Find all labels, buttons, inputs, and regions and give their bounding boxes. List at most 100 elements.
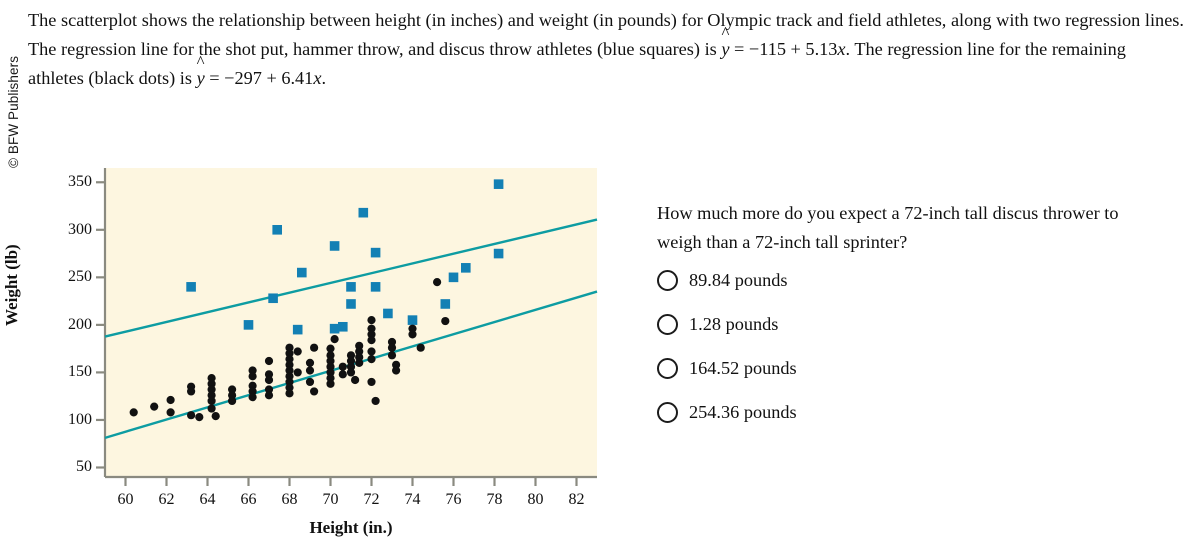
data-point-dot — [367, 316, 376, 325]
data-point-square — [292, 324, 303, 335]
data-point-dot — [293, 368, 302, 377]
data-point-dot — [367, 335, 376, 345]
x-axis-tick-label: 78 — [486, 491, 503, 508]
answer-choice-label: 164.52 pounds — [689, 358, 797, 378]
data-point-square — [338, 321, 348, 332]
data-point-dot — [310, 387, 319, 396]
data-point-square — [407, 315, 418, 325]
data-point-dot — [355, 358, 364, 368]
y-axis-tick-label: 200 — [68, 315, 92, 333]
data-point-dot — [248, 372, 257, 381]
data-point-dot — [338, 362, 347, 371]
data-point-dot — [285, 355, 294, 364]
data-point-dot — [264, 370, 274, 379]
data-point-square — [346, 282, 356, 292]
x-axis-tick-label: 82 — [568, 491, 585, 508]
data-point-square — [493, 248, 504, 259]
data-point-dot — [326, 351, 335, 360]
y-axis-tick-label: 50 — [76, 458, 92, 476]
data-point-square — [243, 320, 254, 330]
data-point-dot — [387, 343, 397, 352]
data-point-square — [448, 272, 459, 283]
data-point-dot — [129, 408, 138, 417]
data-point-dot — [355, 341, 364, 350]
data-point-dot — [326, 356, 335, 366]
x-axis-tick-label: 60 — [117, 491, 134, 508]
data-point-dot — [166, 408, 175, 417]
data-point-dot — [228, 385, 237, 394]
data-point-dot — [387, 351, 397, 360]
data-point-dot — [207, 374, 216, 383]
y-axis-tick-label: 300 — [68, 220, 92, 238]
data-point-dot — [392, 366, 401, 375]
y-axis-tick-label: 150 — [68, 363, 92, 381]
x-axis-tick-label: 72 — [363, 491, 380, 508]
y-hat-accent-1: ^ — [721, 22, 730, 42]
data-point-dot — [285, 383, 294, 392]
regression-equation-1-x: x — [837, 39, 846, 59]
data-point-square — [370, 282, 381, 292]
data-point-dot — [285, 389, 294, 398]
y-axis-tick-label: 350 — [68, 173, 92, 191]
data-point-dot — [392, 360, 401, 369]
data-point-dot — [367, 330, 376, 339]
data-point-dot — [150, 402, 159, 411]
data-point-dot — [326, 374, 335, 383]
answer-choice-1[interactable]: 89.84 pounds — [657, 266, 1177, 294]
data-point-dot — [305, 366, 315, 375]
answer-choice-list: 89.84 pounds 1.28 pounds 164.52 pounds 254.… — [657, 266, 1177, 426]
data-point-dot — [228, 396, 237, 406]
data-point-dot — [285, 343, 294, 352]
answer-choice-label: 1.28 pounds — [689, 314, 779, 334]
data-point-dot — [351, 375, 360, 385]
x-axis-title: Height (in.) — [309, 518, 393, 537]
answer-choice-3[interactable]: 164.52 pounds — [657, 354, 1177, 382]
prompt-text-part-3: . — [321, 68, 327, 88]
regression-equation-2-x: x — [313, 68, 322, 88]
data-point-square — [493, 179, 504, 189]
data-point-dot — [371, 396, 380, 406]
answer-choice-4[interactable]: 254.36 pounds — [657, 398, 1177, 426]
y-axis-tick-label: 100 — [68, 410, 92, 428]
question-text: How much more do you expect a 72-inch ta… — [657, 203, 1119, 252]
radio-button-icon[interactable] — [657, 357, 678, 379]
data-point-dot — [264, 356, 274, 366]
answer-choice-label: 89.84 pounds — [689, 270, 788, 290]
answer-choice-label: 254.36 pounds — [689, 402, 797, 422]
answer-choice-2[interactable]: 1.28 pounds — [657, 310, 1177, 338]
data-point-dot — [305, 377, 315, 387]
data-point-dot — [207, 404, 216, 413]
data-point-dot — [408, 330, 417, 339]
data-point-dot — [264, 391, 274, 400]
plot-axes — [96, 168, 597, 486]
data-point-dot — [293, 347, 302, 356]
data-point-dot — [285, 377, 294, 387]
data-point-square — [370, 247, 381, 258]
data-point-dot — [416, 343, 425, 352]
data-point-dot — [346, 356, 356, 366]
data-point-square — [358, 207, 369, 218]
radio-button-icon[interactable] — [657, 269, 678, 291]
data-point-dot — [264, 385, 274, 394]
data-point-dot — [367, 347, 376, 356]
data-point-dot — [326, 379, 335, 388]
prompt-text-part-1: The scatterplot shows the relationship b… — [28, 10, 1184, 59]
y-axis-title-label: Weight (lb) — [2, 244, 21, 326]
data-point-square — [346, 299, 356, 309]
data-point-square — [297, 267, 307, 278]
data-point-dot — [346, 368, 356, 377]
data-point-dot — [346, 362, 356, 371]
data-point-dot — [367, 355, 376, 364]
x-axis-tick-label: 68 — [281, 491, 298, 508]
regression-equation-1-body: = −115 + 5.13 — [729, 39, 838, 59]
data-point-dot — [367, 377, 376, 387]
radio-button-icon[interactable] — [657, 401, 678, 423]
y-hat-symbol-2: y — [196, 68, 205, 88]
y-axis-tick-label: 250 — [68, 268, 92, 286]
data-point-square — [440, 299, 451, 309]
radio-button-icon[interactable] — [657, 313, 678, 335]
question-panel: How much more do you expect a 72-inch ta… — [657, 199, 1177, 426]
data-point-dot — [187, 411, 196, 420]
data-point-dot — [355, 347, 364, 356]
